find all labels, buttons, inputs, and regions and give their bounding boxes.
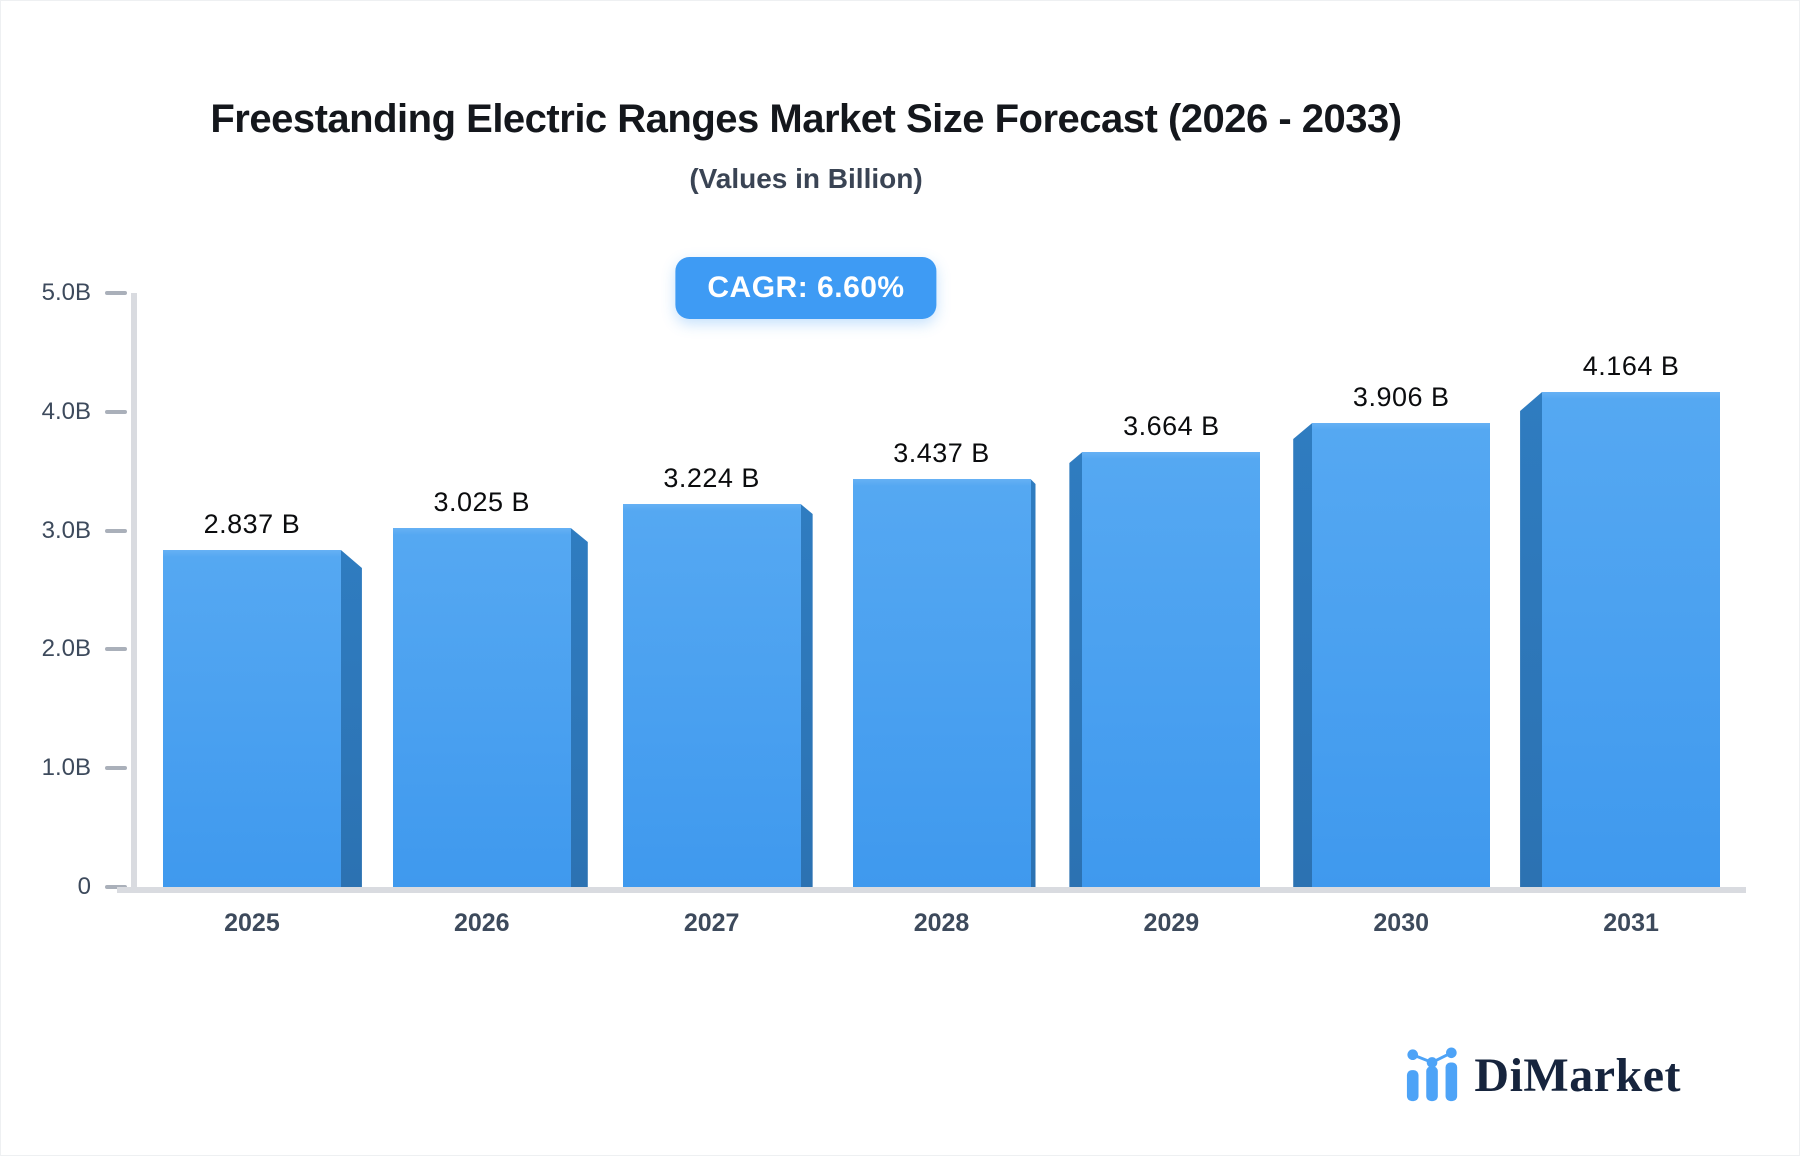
x-axis-label: 2027: [683, 909, 740, 937]
cagr-badge: CAGR: 6.60%: [675, 257, 937, 319]
y-tick-label: 1.0B: [41, 754, 91, 782]
bar-side-face: [1520, 392, 1543, 887]
bar-value-label: 4.164 B: [1582, 351, 1680, 381]
y-tick-label: 2.0B: [41, 635, 91, 663]
bar-face: [622, 504, 801, 887]
bar-value-label: 3.664 B: [1123, 411, 1220, 441]
x-axis-label: 2026: [453, 909, 510, 937]
bar-face: [1082, 452, 1261, 887]
bar-slot: 3.025 B: [367, 293, 597, 887]
bar-value-label: 3.025 B: [433, 487, 531, 517]
x-axis-label: 2028: [913, 909, 970, 937]
x-axis-label: 2031: [1603, 909, 1659, 937]
bar-2027: 3.224 B: [622, 463, 813, 887]
x-axis-label: 2029: [1143, 909, 1200, 937]
bar-face: [392, 528, 571, 887]
bar-slot: 2.837 B: [137, 293, 367, 887]
bar-slot: 3.906 B: [1286, 293, 1516, 887]
y-tick-label: 0: [77, 873, 91, 900]
y-axis: 5.0B 4.0B 3.0B 2.0B 1.0B 0: [1, 279, 127, 900]
y-tick-mark: [105, 528, 127, 533]
bar-side-face: [1293, 423, 1313, 887]
bar-slot: 3.437 B: [827, 293, 1057, 887]
bar-value-label: 2.837 B: [203, 509, 301, 539]
bar-2030: 3.906 B: [1293, 382, 1491, 887]
dimarket-logo-text: DiMarket: [1474, 1048, 1681, 1102]
bar-slot: 4.164 B: [1516, 293, 1746, 887]
y-axis-line: [131, 293, 137, 887]
plot-area: 2.837 B 3.025 B 3.224 B 3.437 B 3.664 B 3.906…: [117, 293, 1746, 937]
bar-2026: 3.025 B: [392, 487, 588, 887]
y-tick-mark: [105, 291, 127, 295]
x-axis-line: [117, 887, 1746, 893]
y-tick-mark: [105, 885, 127, 889]
y-tick-label: 3.0B: [41, 516, 91, 544]
dimarket-logo: DiMarket: [1404, 1047, 1681, 1103]
y-tick-row: 4.0B: [42, 398, 127, 426]
bar-2028: 3.437 B: [852, 438, 1036, 887]
x-axis-labels: 2025 2026 2027 2028 2029 2030 2031: [137, 909, 1746, 938]
y-tick-row: 3.0B: [42, 517, 127, 545]
bar-side-face: [1069, 452, 1083, 887]
bar-face: [1312, 423, 1491, 887]
dimarket-logo-icon: [1407, 1047, 1458, 1102]
bar-slot: 3.224 B: [597, 293, 827, 887]
bar-value-label: 3.437 B: [893, 438, 990, 468]
y-tick-row: 0: [78, 873, 127, 901]
bar-side-face: [800, 504, 813, 887]
bar-2025: 2.837 B: [162, 509, 362, 887]
y-tick-mark: [105, 409, 127, 414]
y-tick-label: 4.0B: [41, 397, 91, 425]
bar-face: [162, 550, 341, 887]
x-axis-label: 2030: [1373, 909, 1430, 937]
y-tick-row: 5.0B: [42, 279, 127, 307]
bar-face: [1542, 392, 1721, 887]
bar-side-face: [340, 550, 362, 887]
x-axis-label: 2025: [224, 909, 280, 937]
y-tick-mark: [105, 766, 127, 771]
bar-value-label: 3.906 B: [1352, 382, 1450, 412]
bars-row: 2.837 B 3.025 B 3.224 B 3.437 B 3.664 B 3.906…: [137, 293, 1746, 887]
bar-2029: 3.664 B: [1069, 411, 1261, 887]
y-tick-mark: [105, 647, 127, 652]
bar-value-label: 3.224 B: [663, 463, 760, 493]
y-tick-row: 1.0B: [42, 754, 127, 782]
bar-slot: 3.664 B: [1056, 293, 1286, 887]
bar-face: [852, 479, 1031, 887]
bar-side-face: [1030, 479, 1036, 887]
y-tick-row: 2.0B: [42, 635, 127, 663]
chart-subtitle: (Values in Billion): [689, 163, 923, 194]
chart-title: Freestanding Electric Ranges Market Size…: [210, 97, 1402, 141]
bar-side-face: [570, 528, 588, 887]
bar-2031: 4.164 B: [1520, 351, 1721, 887]
y-tick-label: 5.0B: [41, 279, 91, 306]
